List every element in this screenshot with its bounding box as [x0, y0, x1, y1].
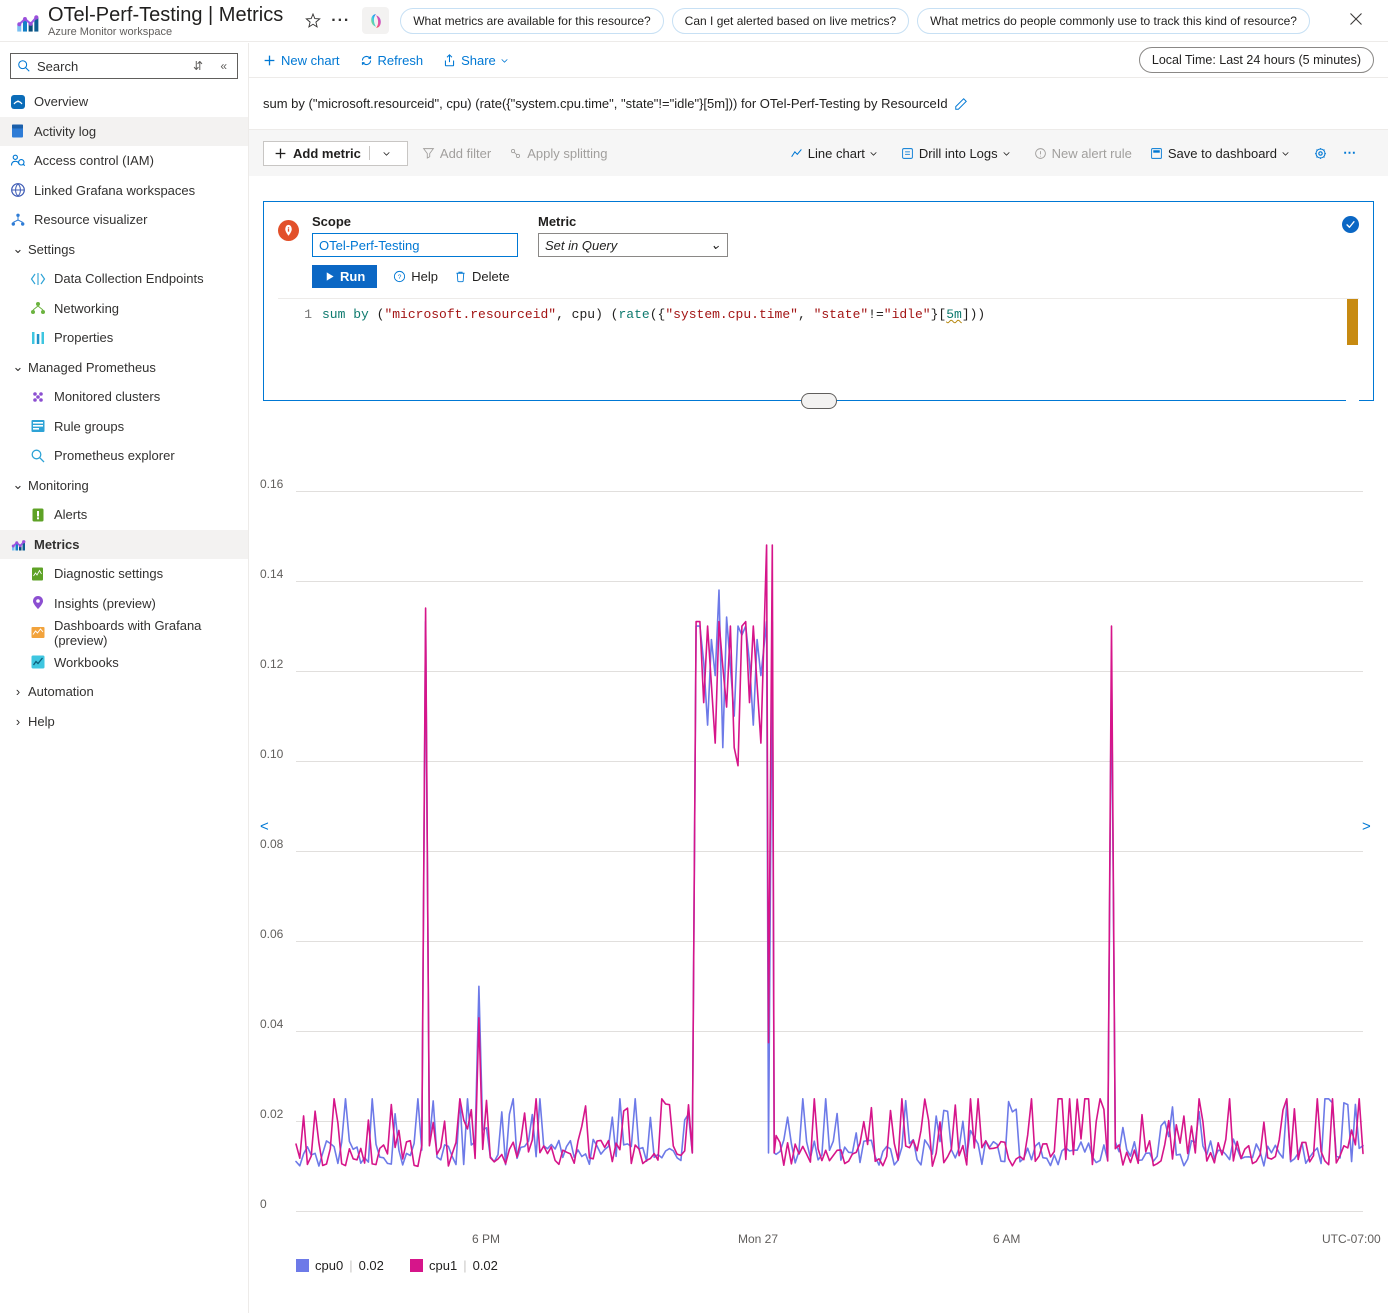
svg-text:?: ? [398, 274, 402, 281]
